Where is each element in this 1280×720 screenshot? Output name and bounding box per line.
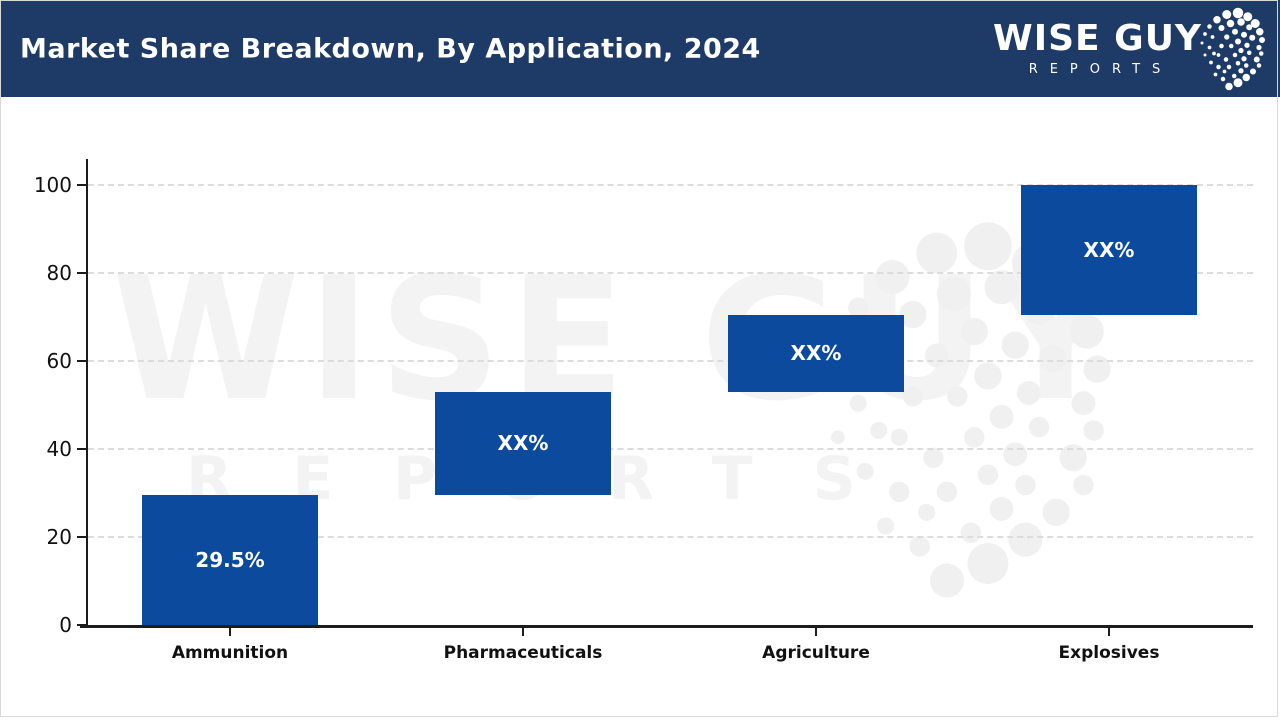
wise-guy-logo: WISE GUY REPORTS: [993, 7, 1268, 91]
gridline: [88, 448, 1253, 450]
logo-sub-text: REPORTS: [1028, 62, 1173, 77]
logo-brand-text: WISE GUY: [992, 18, 1202, 59]
x-tick-mark: [815, 628, 817, 636]
y-tick-mark: [77, 184, 86, 186]
y-tick-mark: [77, 536, 86, 538]
page-title: Market Share Breakdown, By Application, …: [20, 33, 761, 64]
y-tick-label: 100: [33, 173, 72, 197]
y-tick-label: 20: [46, 525, 72, 549]
y-axis-line: [86, 159, 88, 627]
header-bar: Market Share Breakdown, By Application, …: [0, 0, 1280, 97]
y-tick-label: 40: [46, 437, 72, 461]
x-category-label: Agriculture: [762, 643, 870, 663]
y-tick-mark: [77, 272, 86, 274]
gridline: [88, 272, 1253, 274]
y-tick-mark: [77, 360, 86, 362]
x-tick-mark: [522, 628, 524, 636]
y-tick-label: 80: [46, 261, 72, 285]
y-tick-mark: [77, 448, 86, 450]
bar: XX%: [435, 391, 611, 496]
logo-wordmark: WISE GUY REPORTS: [992, 18, 1202, 78]
bar-value-label: XX%: [790, 341, 842, 366]
gridline: [88, 536, 1253, 538]
y-tick-mark: [77, 624, 86, 626]
x-category-label: Explosives: [1058, 643, 1160, 663]
bar-value-label: 29.5%: [195, 548, 265, 573]
bar: XX%: [728, 314, 904, 392]
x-tick-mark: [1108, 628, 1110, 636]
wise-guy-head-icon: [1190, 7, 1268, 91]
x-category-label: Pharmaceuticals: [443, 643, 603, 663]
y-tick-label: 0: [59, 613, 72, 637]
bar: 29.5%: [142, 495, 318, 625]
gridline: [88, 184, 1253, 186]
gridline: [88, 360, 1253, 362]
x-axis-line: [80, 625, 1253, 628]
bar-value-label: XX%: [1083, 237, 1135, 262]
x-category-label: Ammunition: [171, 643, 289, 663]
x-tick-mark: [229, 628, 231, 636]
y-tick-label: 60: [46, 349, 72, 373]
bar-value-label: XX%: [497, 431, 549, 456]
bar: XX%: [1021, 185, 1197, 315]
